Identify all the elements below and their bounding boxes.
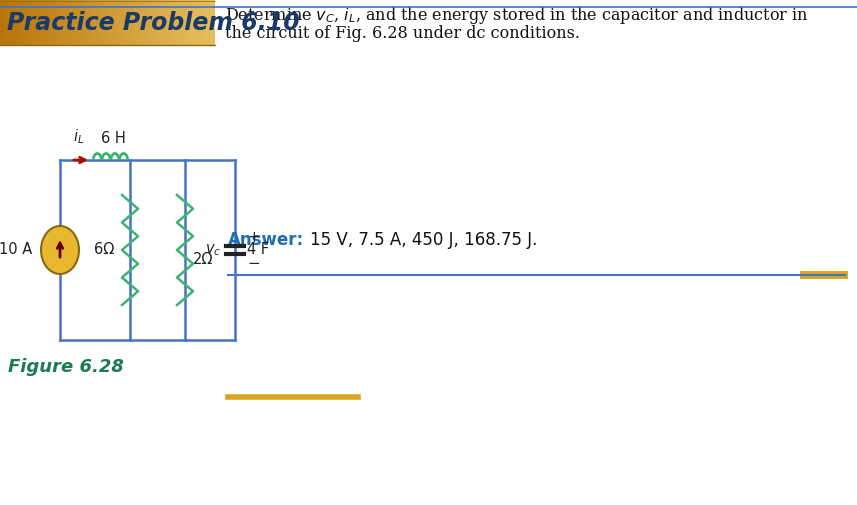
Text: $i_L$: $i_L$: [73, 127, 84, 146]
Text: 6Ω: 6Ω: [93, 242, 114, 258]
Text: $v_c$: $v_c$: [205, 242, 221, 258]
Text: 4 F: 4 F: [247, 242, 269, 258]
Text: 2Ω: 2Ω: [193, 252, 213, 268]
Text: Figure 6.28: Figure 6.28: [8, 358, 124, 376]
Text: Practice Problem 6.10: Practice Problem 6.10: [7, 11, 300, 34]
Text: Determine $v_C$, $i_L$, and the energy stored in the capacitor and inductor in: Determine $v_C$, $i_L$, and the energy s…: [225, 5, 808, 25]
Text: Answer:: Answer:: [228, 231, 304, 249]
Text: −: −: [247, 256, 260, 271]
Text: +: +: [247, 229, 260, 244]
Text: 15 V, 7.5 A, 450 J, 168.75 J.: 15 V, 7.5 A, 450 J, 168.75 J.: [310, 231, 537, 249]
Ellipse shape: [41, 226, 79, 274]
Text: 6 H: 6 H: [101, 131, 126, 146]
Text: the circuit of Fig. 6.28 under dc conditions.: the circuit of Fig. 6.28 under dc condit…: [225, 25, 580, 41]
Text: 10 A: 10 A: [0, 242, 32, 258]
